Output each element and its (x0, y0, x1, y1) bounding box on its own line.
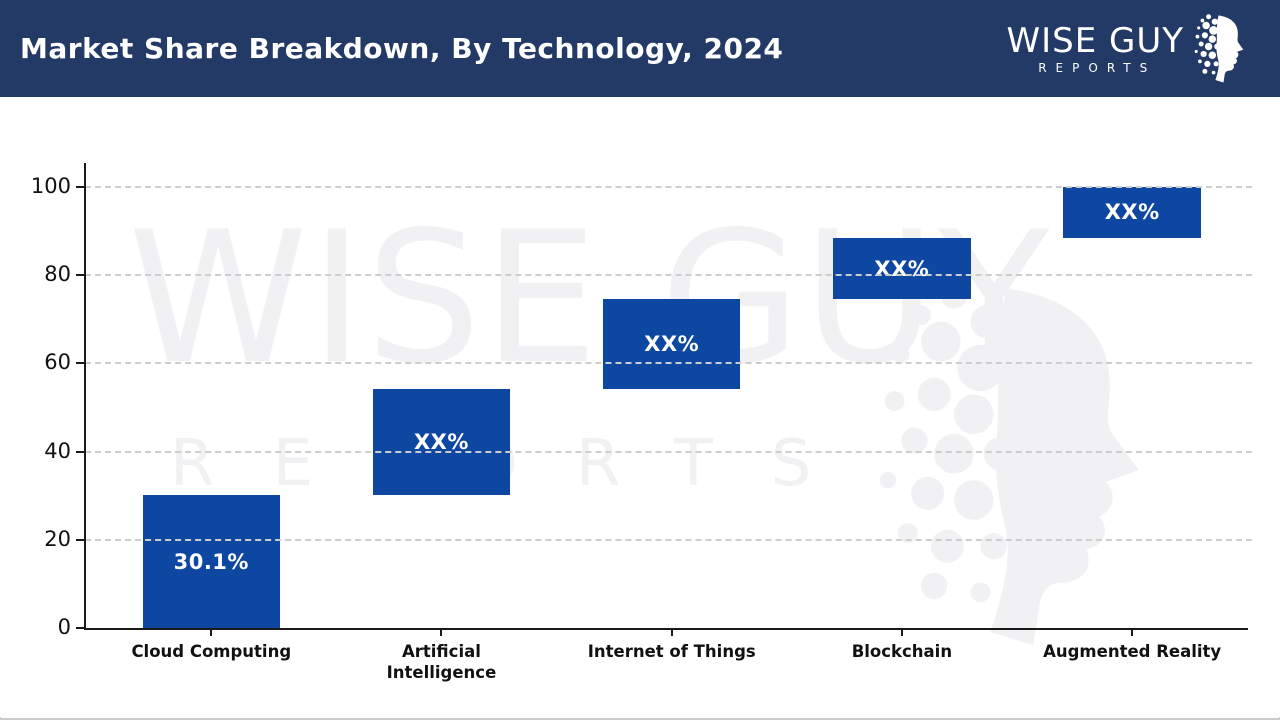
x-category-label: Cloud Computing (131, 642, 292, 661)
logo-text: WISE GUY REPORTS (1006, 24, 1184, 74)
bar-value-label: XX% (874, 256, 930, 281)
y-axis-spine (84, 163, 86, 630)
y-tick-label: 60 (44, 350, 71, 375)
bar-value-label: XX% (1104, 200, 1160, 225)
gridline (85, 186, 1252, 188)
y-tick-label: 20 (44, 526, 71, 551)
gridline (85, 362, 1252, 365)
x-tick-mark (210, 628, 213, 636)
x-category-label: Internet of Things (587, 642, 756, 661)
page-title: Market Share Breakdown, By Technology, 2… (20, 32, 784, 65)
x-tick-mark (440, 628, 443, 636)
bar-artificial-intelligence: XX% (372, 388, 511, 496)
gridline (85, 538, 1252, 541)
x-category-label: Augmented Reality (1043, 642, 1222, 661)
logo-line2: REPORTS (1038, 60, 1157, 75)
bar-value-label: XX% (413, 429, 469, 454)
y-tick-mark (76, 627, 85, 629)
x-tick-mark (900, 628, 903, 636)
wiseguy-logo: WISE GUY REPORTS (1006, 10, 1252, 88)
logo-line1: WISE GUY (1006, 20, 1184, 61)
x-tick-mark (1131, 628, 1134, 636)
y-tick-label: 0 (57, 615, 71, 639)
header-bar: Market Share Breakdown, By Technology, 2… (0, 0, 1280, 97)
y-tick-mark (76, 362, 85, 365)
x-tick-mark (670, 628, 673, 636)
y-tick-label: 40 (44, 438, 71, 463)
bar-value-label: 30.1% (173, 549, 249, 574)
y-tick-mark (76, 274, 85, 277)
y-tick-mark (76, 450, 85, 453)
bar-internet-of-things: XX% (603, 299, 741, 389)
y-tick-mark (76, 538, 85, 541)
gridline (85, 450, 1252, 453)
plot-area: 0 20 40 60 80 100 30.1% Cloud Computing XX% Artif… (31, 174, 1252, 682)
chart-region: WISE GUY REPORTS 0 20 40 60 80 100 30.1% Cloud … (0, 97, 1280, 717)
x-category-label: Blockchain (851, 642, 953, 661)
x-axis-spine (84, 628, 1248, 630)
bar-cloud-computing: 30.1% (142, 495, 280, 628)
y-tick-mark (76, 186, 85, 188)
bar-value-label: XX% (644, 332, 700, 356)
gridline (85, 274, 1252, 277)
y-tick-label: 100 (30, 174, 71, 198)
x-category-label: Artificial Intelligence (386, 642, 497, 682)
y-tick-label: 80 (44, 262, 71, 287)
bar-blockchain: XX% (833, 237, 971, 300)
face-profile-icon (1194, 13, 1244, 82)
bar-augmented-reality: XX% (1063, 187, 1201, 238)
